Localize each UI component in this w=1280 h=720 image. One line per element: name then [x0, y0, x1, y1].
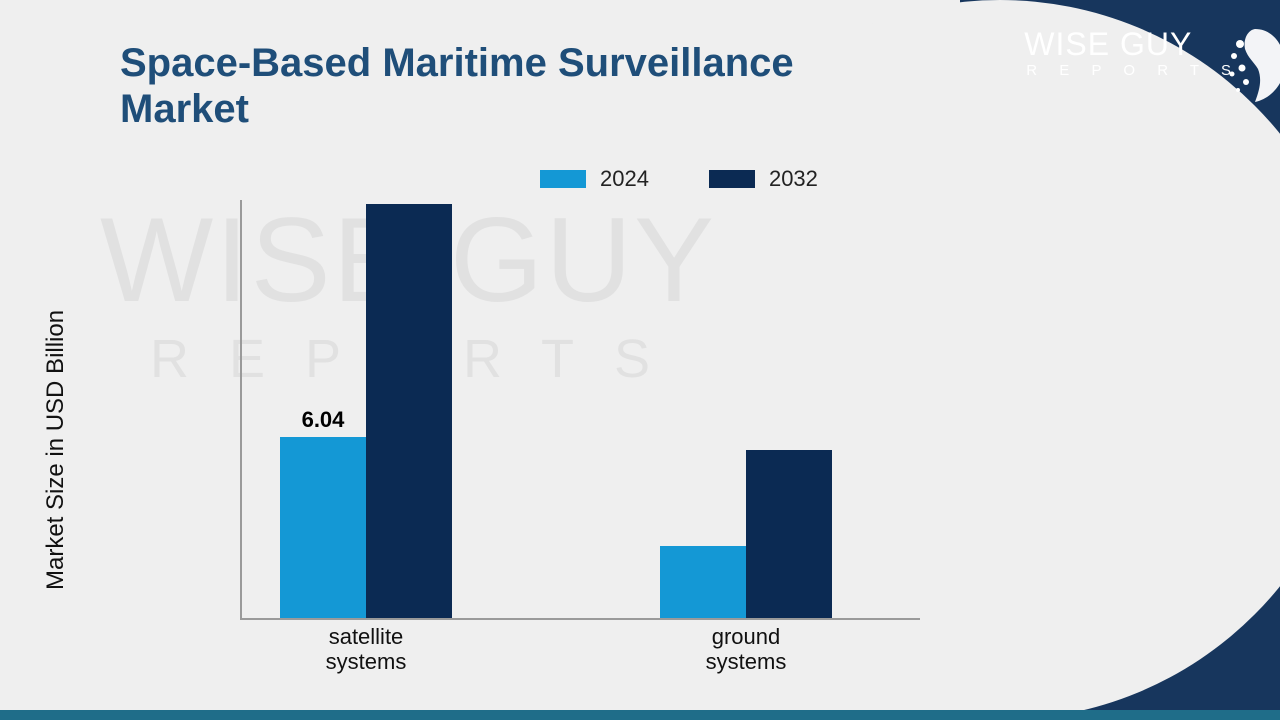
bar-ground-2032: [746, 450, 832, 618]
legend: 2024 2032: [540, 166, 818, 192]
legend-label-2032: 2032: [769, 166, 818, 192]
bar-group-satellite: 6.04 satellitesystems: [280, 204, 452, 618]
bar-satellite-2024: 6.04: [280, 437, 366, 618]
bar-satellite-2032: [366, 204, 452, 618]
brand-name: WISE GUY: [1024, 28, 1240, 60]
legend-item-2032: 2032: [709, 166, 818, 192]
bar-value-label: 6.04: [280, 407, 366, 437]
chart-title: Space-Based Maritime Surveillance Market: [120, 40, 840, 132]
chart-plot-area: 6.04 satellitesystems groundsystems: [100, 200, 920, 620]
bar-ground-2024: [660, 546, 746, 618]
category-label-ground: groundsystems: [656, 618, 836, 675]
legend-swatch-2024: [540, 170, 586, 188]
y-axis: [240, 200, 242, 620]
legend-item-2024: 2024: [540, 166, 649, 192]
y-axis-label: Market Size in USD Billion: [42, 310, 70, 590]
side-panel: [960, 0, 1280, 720]
category-label-satellite: satellitesystems: [276, 618, 456, 675]
page-root: WISE GUY R E P O R T S WISE GUY REPORTS …: [0, 0, 1280, 720]
bar-group-ground: groundsystems: [660, 450, 832, 618]
brand-subtitle: R E P O R T S: [1026, 62, 1240, 79]
legend-label-2024: 2024: [600, 166, 649, 192]
bottom-accent-bar: [0, 710, 1280, 720]
brand-logo: WISE GUY R E P O R T S: [1024, 28, 1240, 79]
legend-swatch-2032: [709, 170, 755, 188]
